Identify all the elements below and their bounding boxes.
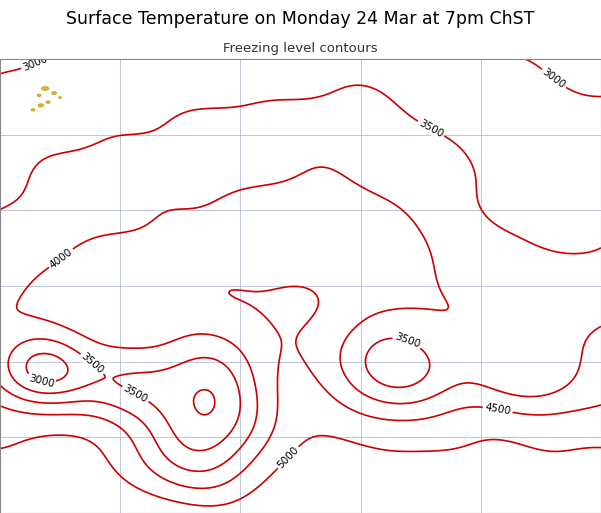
Ellipse shape <box>52 92 56 94</box>
Text: Surface Temperature on Monday 24 Mar at 7pm ChST: Surface Temperature on Monday 24 Mar at … <box>66 10 535 28</box>
Ellipse shape <box>37 94 41 96</box>
Text: 3500: 3500 <box>393 331 421 350</box>
Text: 3000: 3000 <box>22 53 49 73</box>
Ellipse shape <box>31 109 35 111</box>
Text: 3500: 3500 <box>79 351 106 376</box>
Text: 5000: 5000 <box>276 444 301 470</box>
Text: 3000: 3000 <box>540 67 567 91</box>
Text: Freezing level contours: Freezing level contours <box>223 42 378 55</box>
Ellipse shape <box>59 96 62 98</box>
Text: 3500: 3500 <box>417 118 445 140</box>
Text: 4500: 4500 <box>484 402 511 417</box>
Text: 4000: 4000 <box>47 246 75 270</box>
Text: 3500: 3500 <box>121 383 149 405</box>
Ellipse shape <box>41 87 49 90</box>
Ellipse shape <box>46 101 50 103</box>
Text: 3000: 3000 <box>27 373 55 389</box>
Ellipse shape <box>38 104 44 107</box>
